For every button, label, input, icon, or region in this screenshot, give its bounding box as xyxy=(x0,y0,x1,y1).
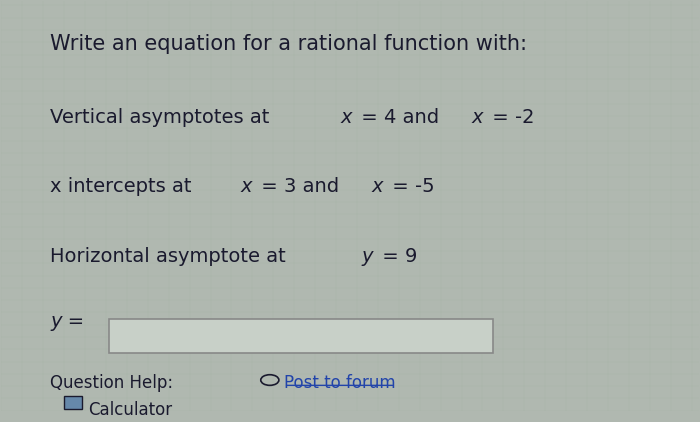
Text: y =: y = xyxy=(50,313,84,332)
Text: x: x xyxy=(240,177,251,196)
Text: = 4 and: = 4 and xyxy=(355,108,445,127)
Text: y: y xyxy=(361,247,372,266)
Text: Question Help:: Question Help: xyxy=(50,374,174,392)
FancyBboxPatch shape xyxy=(64,396,83,409)
Text: Calculator: Calculator xyxy=(88,400,172,419)
Text: Post to forum: Post to forum xyxy=(284,374,395,392)
Text: Horizontal asymptote at: Horizontal asymptote at xyxy=(50,247,292,266)
Text: x intercepts at: x intercepts at xyxy=(50,177,198,196)
Text: = -5: = -5 xyxy=(386,177,435,196)
Text: x: x xyxy=(471,108,482,127)
Text: = 9: = 9 xyxy=(376,247,417,266)
Text: Write an equation for a rational function with:: Write an equation for a rational functio… xyxy=(50,34,527,54)
Text: Vertical asymptotes at: Vertical asymptotes at xyxy=(50,108,276,127)
Text: x: x xyxy=(340,108,351,127)
Text: = 3 and: = 3 and xyxy=(255,177,345,196)
Text: = -2: = -2 xyxy=(486,108,534,127)
Text: x: x xyxy=(371,177,382,196)
FancyBboxPatch shape xyxy=(109,319,493,354)
